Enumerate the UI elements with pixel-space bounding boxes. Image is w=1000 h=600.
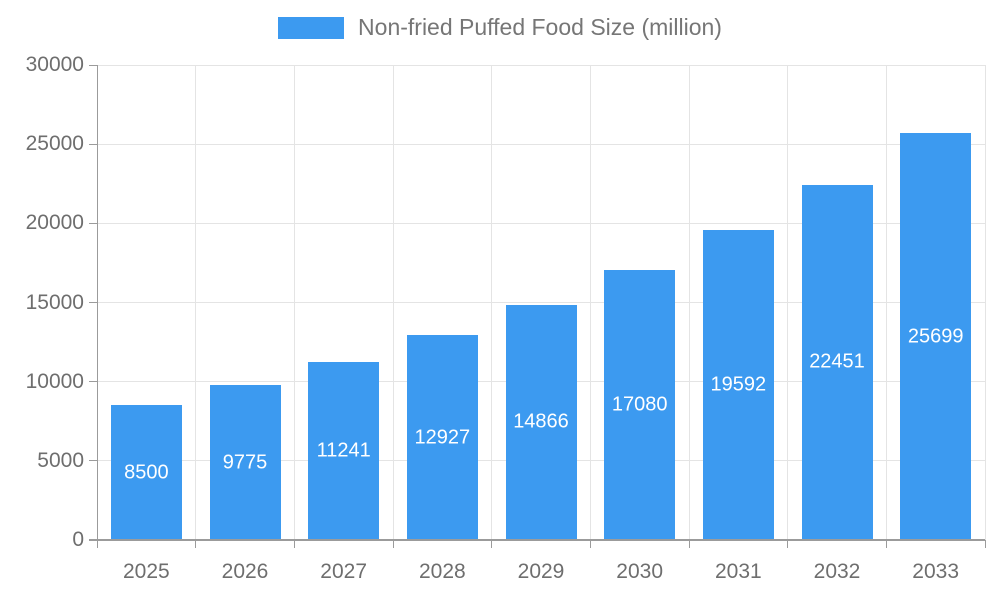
v-gridline xyxy=(787,65,789,540)
y-tick-label: 15000 xyxy=(25,290,84,314)
v-gridline xyxy=(589,65,591,540)
x-tick-label: 2028 xyxy=(418,560,466,583)
y-tick xyxy=(89,143,97,145)
bar-2032[interactable] xyxy=(801,184,873,540)
x-axis-line xyxy=(89,539,985,541)
y-tick xyxy=(89,64,97,66)
y-tick-label: 10000 xyxy=(25,369,84,393)
v-gridline xyxy=(293,65,295,540)
v-gridline xyxy=(984,65,986,540)
h-gridline xyxy=(97,302,985,303)
y-axis-line xyxy=(96,65,98,540)
x-tick xyxy=(688,540,690,548)
bar-value-label: 9775 xyxy=(222,451,268,474)
x-tick xyxy=(96,540,98,548)
y-tick-label: 30000 xyxy=(25,53,84,76)
x-tick-label: 2032 xyxy=(813,560,861,583)
v-gridline xyxy=(195,65,197,540)
bar-value-label: 14866 xyxy=(513,410,569,433)
legend-swatch xyxy=(278,16,345,39)
h-gridline xyxy=(97,64,985,66)
bar-2030[interactable] xyxy=(604,269,676,540)
y-tick-label: 25000 xyxy=(25,132,84,156)
bar-2026[interactable] xyxy=(209,385,281,540)
bar-2025[interactable] xyxy=(110,405,182,540)
bar-value-label: 11241 xyxy=(316,439,371,462)
x-tick xyxy=(392,540,394,548)
x-tick-label: 2031 xyxy=(714,560,762,583)
x-tick xyxy=(787,540,789,548)
h-gridline xyxy=(97,222,985,224)
bar-2031[interactable] xyxy=(702,229,774,540)
legend[interactable]: Non-fried Puffed Food Size (million) xyxy=(0,16,1000,39)
bar-value-label: 22451 xyxy=(809,350,865,373)
bar-value-label: 17080 xyxy=(611,393,668,416)
bar-2029[interactable] xyxy=(505,304,577,540)
y-tick-label: 20000 xyxy=(25,211,84,235)
bar-2027[interactable] xyxy=(308,362,380,540)
y-tick xyxy=(89,222,97,224)
x-tick-label: 2025 xyxy=(122,560,170,583)
x-tick-label: 2026 xyxy=(221,560,269,583)
x-tick xyxy=(885,540,887,548)
x-tick-label: 2030 xyxy=(616,560,664,583)
y-tick xyxy=(89,302,97,303)
x-tick-label: 2029 xyxy=(517,560,565,583)
bar-2028[interactable] xyxy=(406,335,478,540)
h-gridline xyxy=(97,143,985,145)
x-tick xyxy=(293,540,295,548)
bar-value-label: 12927 xyxy=(414,426,471,449)
v-gridline xyxy=(392,65,394,540)
x-tick xyxy=(589,540,591,548)
y-tick-label: 5000 xyxy=(37,448,84,472)
v-gridline xyxy=(688,65,690,540)
x-tick xyxy=(195,540,197,548)
x-tick xyxy=(491,540,493,548)
bar-value-label: 8500 xyxy=(124,461,169,484)
v-gridline xyxy=(885,65,887,540)
x-tick xyxy=(984,540,986,548)
y-tick xyxy=(89,381,97,383)
legend-label: Non-fried Puffed Food Size (million) xyxy=(358,14,722,40)
x-tick-label: 2033 xyxy=(912,560,960,583)
bar-value-label: 25699 xyxy=(907,325,964,348)
y-tick-label: 0 xyxy=(72,528,84,551)
bar-value-label: 19592 xyxy=(710,373,767,396)
v-gridline xyxy=(491,65,493,540)
bar-2033[interactable] xyxy=(900,133,972,540)
y-tick xyxy=(89,460,97,462)
x-tick-label: 2027 xyxy=(320,560,368,583)
